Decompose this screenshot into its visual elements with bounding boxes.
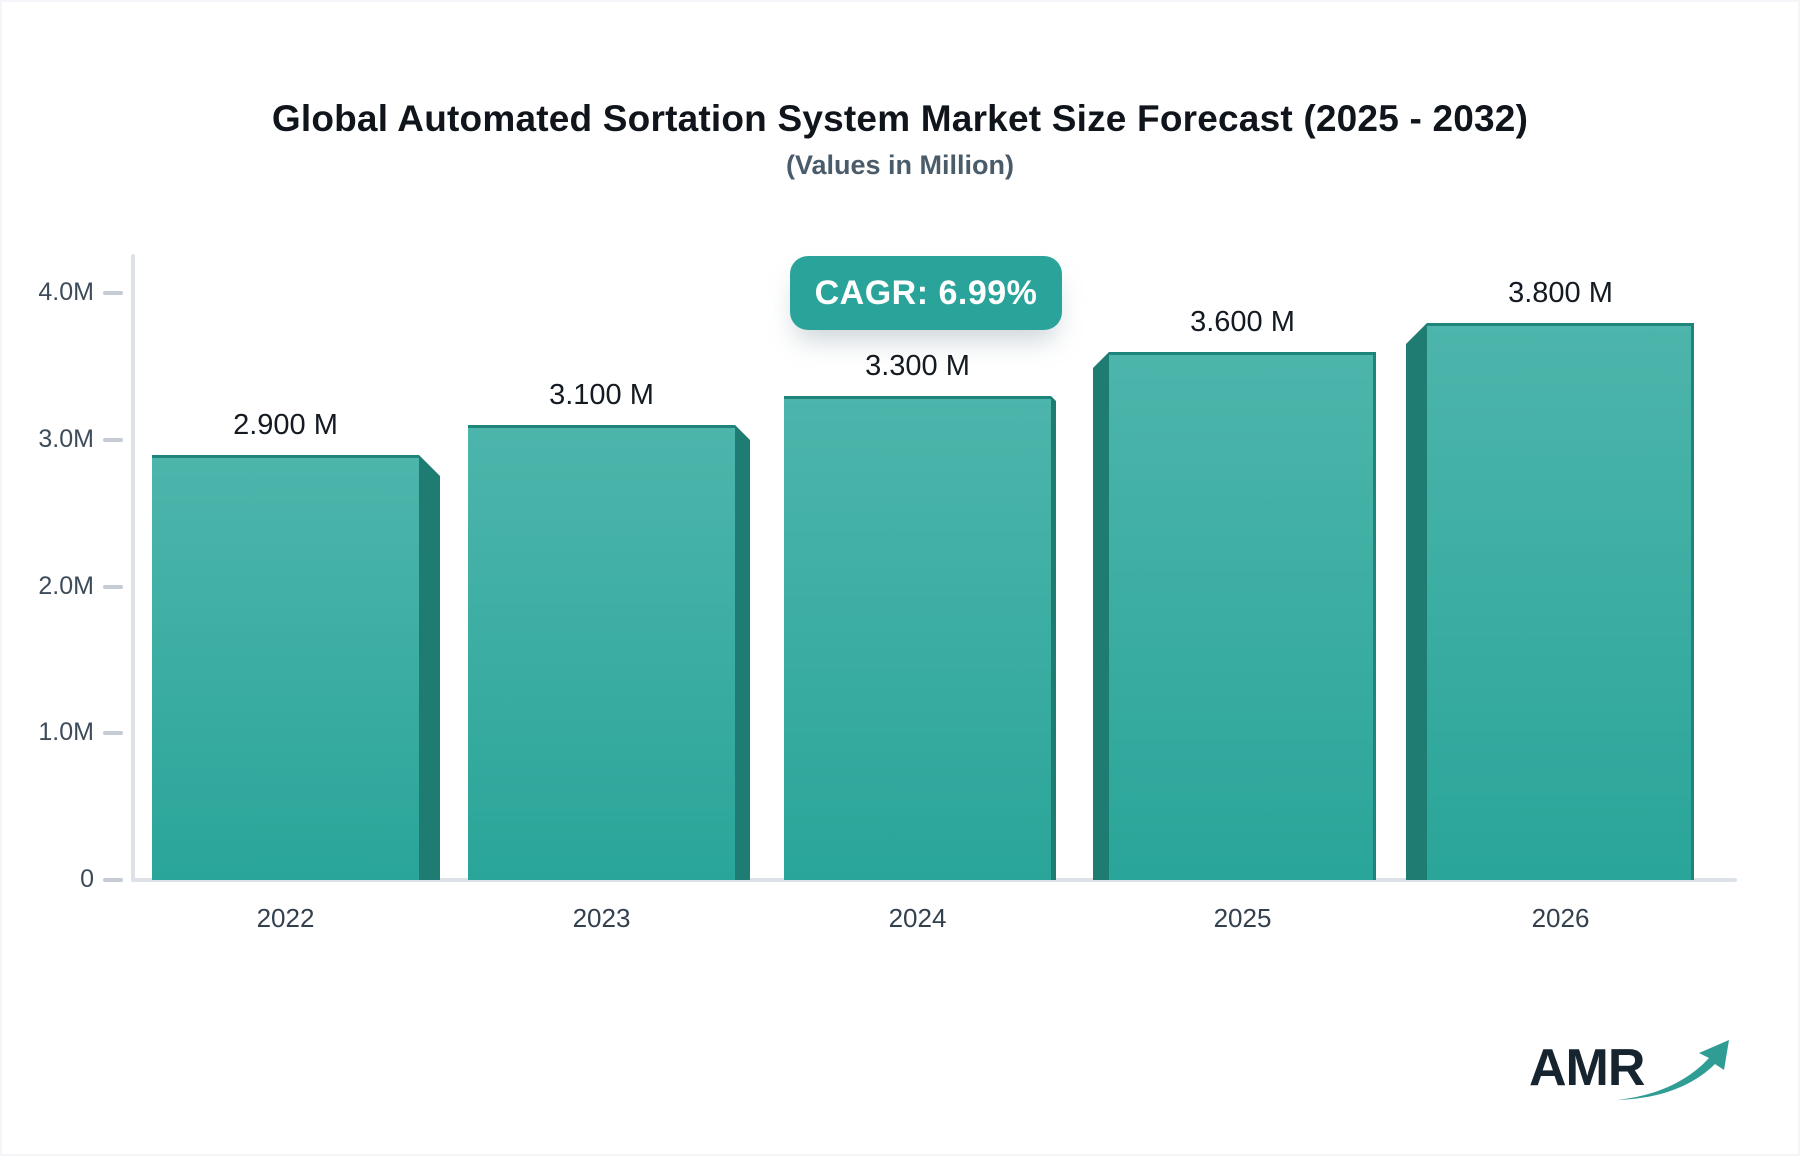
y-axis-line: [131, 254, 135, 882]
x-axis-label-2024: 2024: [888, 903, 947, 933]
bar-3d-side: [735, 425, 750, 880]
bar-value-label: 3.600 M: [1190, 306, 1295, 338]
x-axis-line: [131, 878, 1737, 882]
bar-2023: 3.100 M: [468, 379, 750, 880]
bar-face: [1109, 352, 1376, 880]
bar-value-label: 2.900 M: [233, 409, 338, 441]
bar-value-label: 3.100 M: [549, 379, 654, 411]
bar-value-label: 3.800 M: [1508, 277, 1613, 309]
y-tick-dash: [103, 291, 123, 296]
bar-3d-side: [1406, 323, 1427, 880]
y-tick-dash: [103, 878, 123, 882]
y-tick-dash: [103, 731, 123, 736]
y-tick-label: 3.0M: [38, 424, 94, 453]
bar-face: [784, 396, 1051, 880]
y-tick-label: 2.0M: [38, 571, 94, 600]
cagr-badge: CAGR: 6.99%: [790, 256, 1062, 330]
amr-growth-arrow-icon: [1617, 1040, 1729, 1100]
bar-2026: 3.800 M: [1406, 277, 1694, 880]
x-axis-label-2025: 2025: [1213, 903, 1272, 933]
chart-subtitle: (Values in Million): [785, 150, 1015, 180]
bar-face: [1427, 323, 1694, 880]
chart-title: Global Automated Sortation System Market…: [271, 98, 1529, 139]
bar-3d-side: [1093, 352, 1109, 880]
y-tick-label: 0: [80, 865, 94, 893]
bar-value-label: 3.300 M: [865, 350, 970, 382]
amr-logo-text: AMR: [1529, 1039, 1645, 1097]
amr-logo: AMR: [1529, 1038, 1729, 1116]
y-tick-label: 4.0M: [38, 278, 94, 307]
bar-2025: 3.600 M: [1093, 306, 1376, 880]
bar-face: [468, 425, 735, 880]
bar-3d-side: [1051, 396, 1056, 880]
y-tick-dash: [103, 437, 123, 442]
x-axis-label-2023: 2023: [572, 903, 631, 933]
x-axis-label-2026: 2026: [1531, 903, 1590, 933]
bar-2024: 3.300 M: [784, 350, 1056, 880]
y-tick-label: 1.0M: [38, 718, 94, 747]
bar-face: [152, 455, 419, 880]
x-axis-label-2022: 2022: [256, 903, 315, 933]
bar-2022: 2.900 M: [152, 409, 440, 880]
cagr-badge-label: CAGR: 6.99%: [814, 273, 1038, 312]
bar-3d-side: [419, 455, 440, 880]
y-tick-dash: [103, 584, 123, 589]
